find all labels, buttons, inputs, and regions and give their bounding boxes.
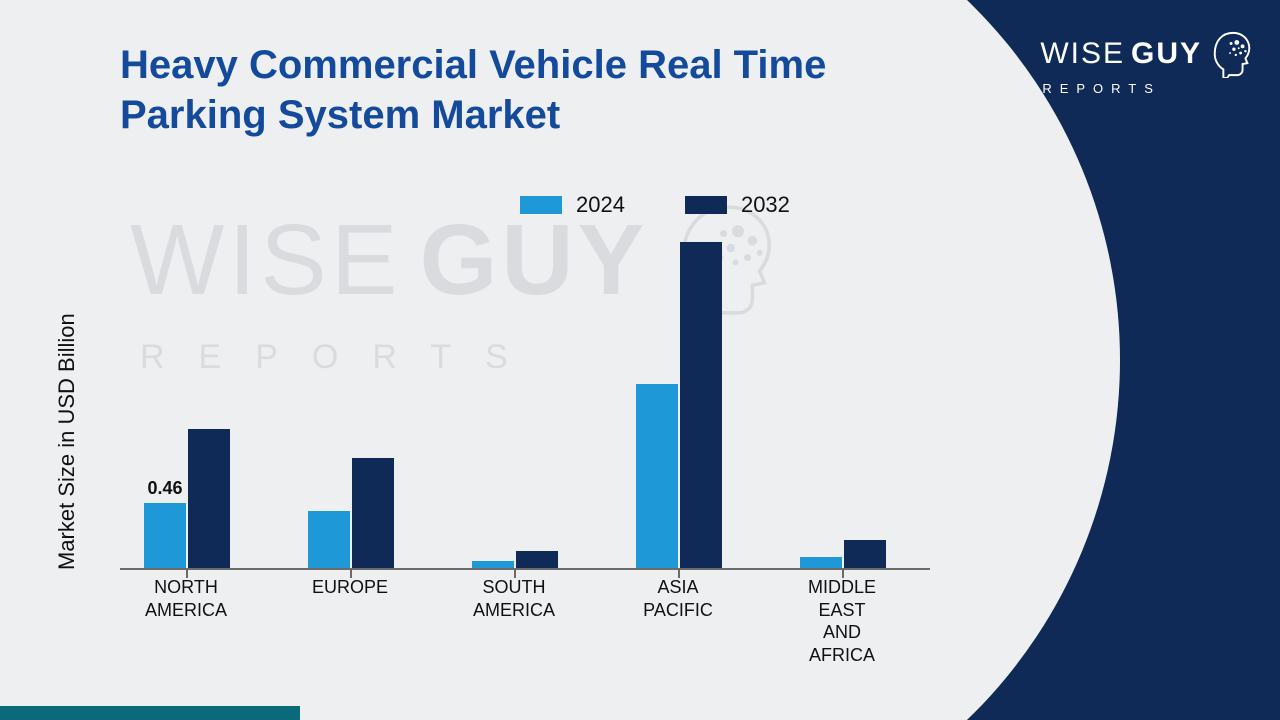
bar-2024: [800, 557, 842, 568]
plot-area: 0.46NORTH AMERICAEUROPESOUTH AMERICAASIA…: [120, 230, 930, 570]
bar-2032: [352, 458, 394, 569]
category-label: NORTH AMERICA: [116, 576, 256, 621]
bar-2032: [844, 540, 886, 568]
bar-2024: [636, 384, 678, 568]
logo-wise: WISE: [1040, 39, 1125, 69]
bar-2032: [516, 551, 558, 568]
logo-reports: REPORTS: [1042, 82, 1256, 95]
legend-item-2024: 2024: [520, 192, 625, 218]
category-label: ASIA PACIFIC: [608, 576, 748, 621]
category-label: MIDDLE EAST AND AFRICA: [772, 576, 912, 666]
bar-2024: [144, 503, 186, 568]
bar-value-label: 0.46: [135, 478, 195, 499]
brand-logo: WISE GUY REPORTS: [1040, 30, 1256, 95]
bar-2032: [680, 242, 722, 568]
chart-title: Heavy Commercial Vehicle Real Time Parki…: [120, 40, 880, 140]
legend-item-2032: 2032: [685, 192, 790, 218]
category-label: SOUTH AMERICA: [444, 576, 584, 621]
bar-2024: [472, 561, 514, 568]
y-axis-label: Market Size in USD Billion: [54, 313, 80, 570]
logo-guy: GUY: [1131, 39, 1202, 69]
bar-2024: [308, 511, 350, 568]
legend-swatch-2032: [685, 196, 727, 214]
legend-label-2032: 2032: [741, 192, 790, 218]
x-axis-baseline: [120, 568, 930, 570]
bottom-accent-strip: [0, 706, 300, 720]
category-label: EUROPE: [280, 576, 420, 599]
legend-swatch-2024: [520, 196, 562, 214]
chart-canvas: WISE GUY REPORTS Heavy Commercial Vehicl…: [0, 0, 1280, 720]
logo-head-icon: [1208, 30, 1256, 78]
legend: 2024 2032: [520, 192, 790, 218]
legend-label-2024: 2024: [576, 192, 625, 218]
